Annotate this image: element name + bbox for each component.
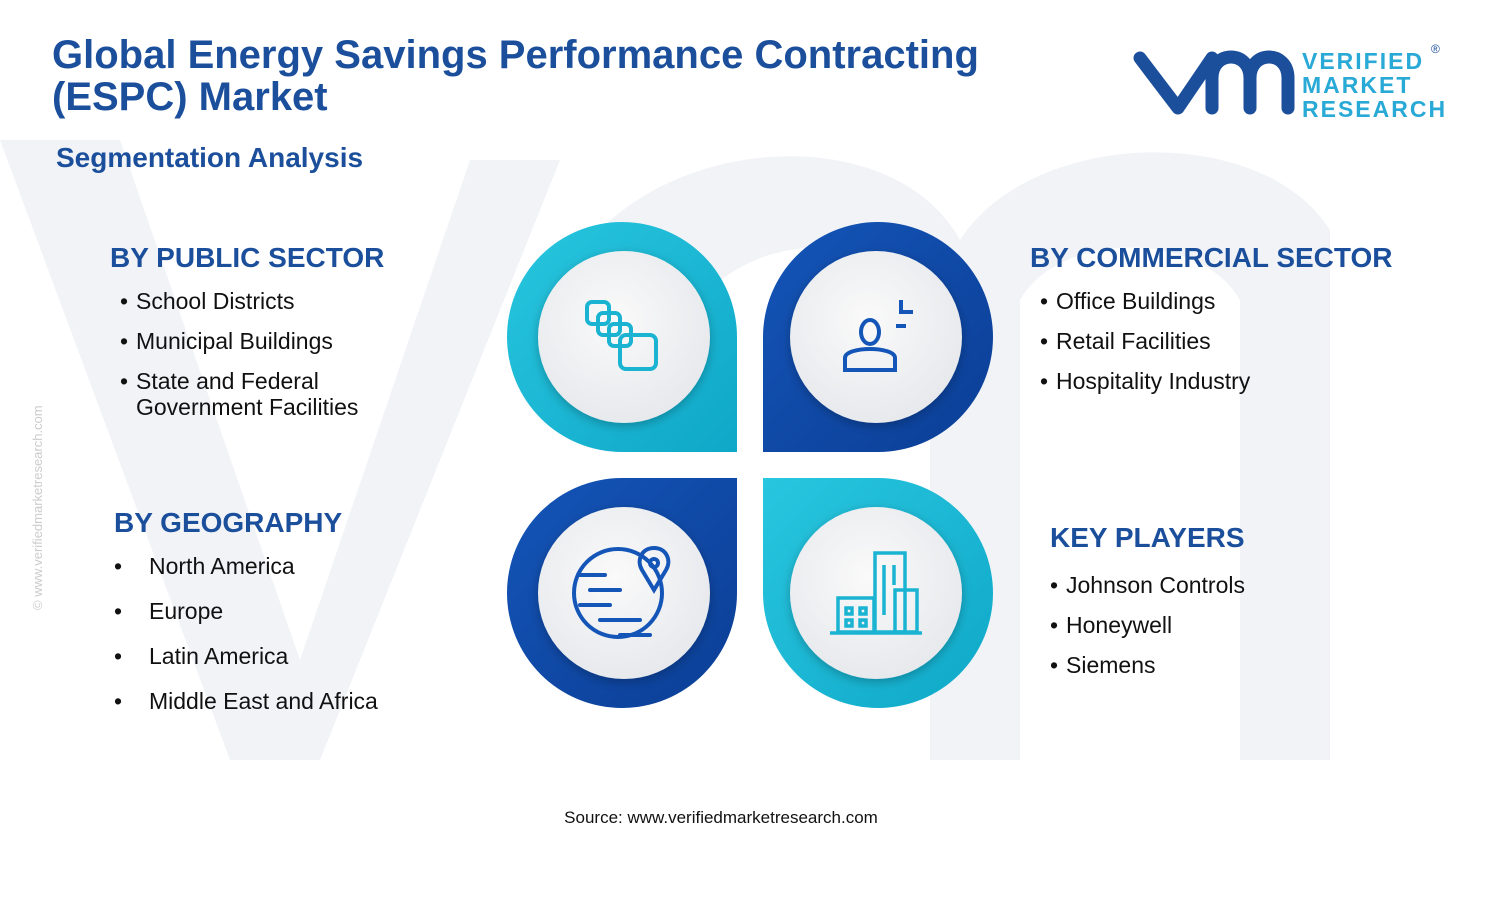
logo-mark (1133, 50, 1295, 115)
side-watermark: © www.verifiedmarketresearch.com (30, 405, 45, 610)
logo-text: RESEARCH (1302, 96, 1448, 122)
segment-item: Europe (114, 598, 378, 624)
logo-registered: ® (1431, 42, 1440, 56)
subtitle: Segmentation Analysis (56, 142, 364, 173)
segment-heading: KEY PLAYERS (1050, 522, 1245, 553)
segment-list: School Districts Municipal Buildings State… (120, 288, 400, 420)
segment: KEY PLAYERS Johnson Controls Honeywell Siem… (1050, 522, 1245, 692)
segment-item: State and Federal Government Facilities (120, 368, 400, 420)
segment-item: Siemens (1050, 652, 1245, 678)
segment: BY COMMERCIAL SECTOR Office Buildings Reta… (1030, 242, 1392, 408)
quadrant-inner (538, 507, 710, 679)
segment: BY GEOGRAPHY North America Europe Latin Ame… (114, 507, 378, 733)
segment-list: Johnson Controls Honeywell Siemens (1050, 572, 1245, 678)
segment-item: Honeywell (1050, 612, 1245, 638)
icon-blocks (585, 300, 658, 371)
segment-item: Hospitality Industry (1040, 368, 1392, 394)
segment-item: Retail Facilities (1040, 328, 1392, 354)
logo-text: VERIFIED (1302, 48, 1425, 74)
segment-heading: BY COMMERCIAL SECTOR (1030, 242, 1393, 273)
quadrant-inner (790, 251, 962, 423)
source: Source: www.verifiedmarketresearch.com (564, 808, 878, 827)
title: Global Energy Savings Performance Contra… (52, 33, 979, 119)
logo-text: MARKET (1302, 72, 1413, 98)
segment-item: Latin America (114, 643, 378, 669)
icon-person (843, 300, 913, 372)
segment-heading: BY GEOGRAPHY (114, 507, 343, 538)
segment-item: Johnson Controls (1050, 572, 1245, 598)
icon-globe (572, 545, 671, 639)
segment-item: North America (114, 553, 378, 579)
segment-item: Municipal Buildings (120, 328, 400, 354)
segment: BY PUBLIC SECTOR School Districts Municipa… (110, 242, 400, 434)
segment-list: Office Buildings Retail Facilities Hospita… (1040, 288, 1392, 394)
segment-heading: BY PUBLIC SECTOR (110, 242, 385, 273)
icon-buildings (830, 551, 922, 635)
segment-item: School Districts (120, 288, 400, 314)
segment-list: North America Europe Latin America Middle E… (114, 553, 378, 714)
quadrants (507, 222, 993, 708)
segment-item: Middle East and Africa (114, 688, 378, 714)
segment-item: Office Buildings (1040, 288, 1392, 314)
